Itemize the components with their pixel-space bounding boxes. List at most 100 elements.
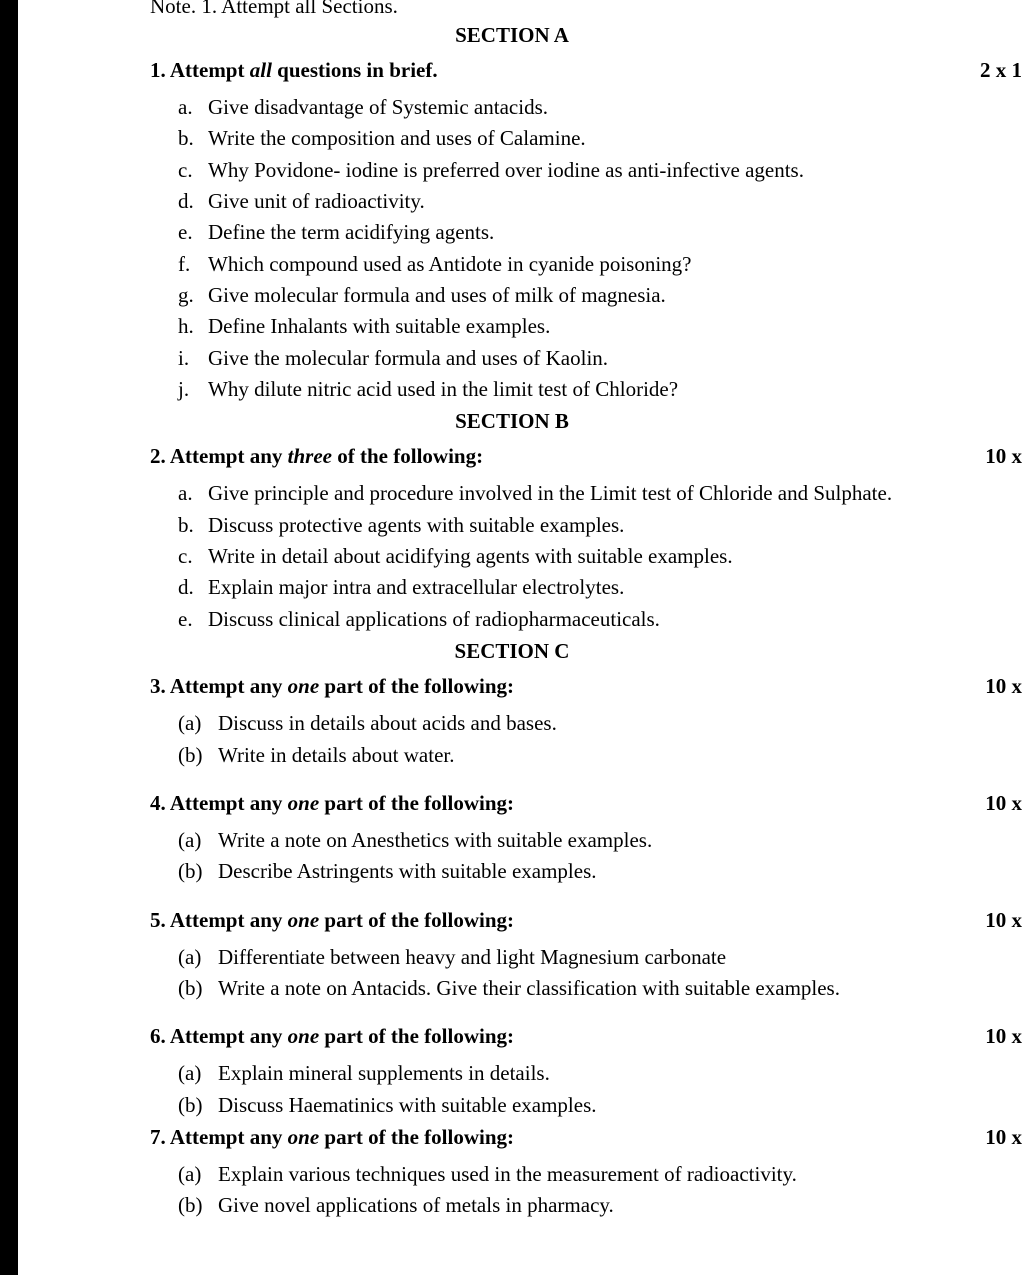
list-item: h.Define Inhalants with suitable example… — [178, 312, 1024, 340]
q7-number: 7. — [150, 1125, 166, 1149]
q4-number: 4. — [150, 791, 166, 815]
q5-em: one — [288, 908, 320, 932]
list-item: f.Which compound used as Antidote in cya… — [178, 250, 1024, 278]
q1-list: a.Give disadvantage of Systemic antacids… — [178, 93, 1024, 403]
list-item: g.Give molecular formula and uses of mil… — [178, 281, 1024, 309]
list-item-text: Write the composition and uses of Calami… — [208, 124, 586, 152]
list-item-text: Why dilute nitric acid used in the limit… — [208, 375, 678, 403]
list-item-label: d. — [178, 187, 208, 215]
q5-number: 5. — [150, 908, 166, 932]
list-item: (a)Write a note on Anesthetics with suit… — [178, 826, 1024, 854]
section-a-title: SECTION A — [150, 23, 1024, 48]
q1-em: all — [250, 58, 272, 82]
q1-suffix: questions in brief. — [272, 58, 438, 82]
list-item: c.Why Povidone- iodine is preferred over… — [178, 156, 1024, 184]
list-item: c.Write in detail about acidifying agent… — [178, 542, 1024, 570]
list-item-text: Give molecular formula and uses of milk … — [208, 281, 666, 309]
q1-number: 1. — [150, 58, 166, 82]
list-item: e.Discuss clinical applications of radio… — [178, 605, 1024, 633]
list-item-label: (a) — [178, 1059, 218, 1087]
list-item-label: (a) — [178, 709, 218, 737]
q5-marks: 10 x — [985, 908, 1024, 933]
list-item-text: Write a note on Antacids. Give their cla… — [218, 974, 840, 1002]
list-item-text: Define Inhalants with suitable examples. — [208, 312, 550, 340]
list-item-label: j. — [178, 375, 208, 403]
q7-em: one — [288, 1125, 320, 1149]
list-item: d.Explain major intra and extracellular … — [178, 573, 1024, 601]
list-item: b.Discuss protective agents with suitabl… — [178, 511, 1024, 539]
list-item: d.Give unit of radioactivity. — [178, 187, 1024, 215]
list-item-label: (a) — [178, 943, 218, 971]
q3-em: one — [288, 674, 320, 698]
list-item-text: Write in details about water. — [218, 741, 455, 769]
list-item-label: (b) — [178, 974, 218, 1002]
list-item-text: Explain various techniques used in the m… — [218, 1160, 797, 1188]
q3-heading: 3. Attempt any one part of the following… — [150, 674, 1024, 699]
left-margin-strip — [0, 0, 18, 1275]
section-b-title: SECTION B — [150, 409, 1024, 434]
list-item-label: e. — [178, 218, 208, 246]
q6-marks: 10 x — [985, 1024, 1024, 1049]
q3-marks: 10 x — [985, 674, 1024, 699]
list-item-text: Give the molecular formula and uses of K… — [208, 344, 608, 372]
list-item-label: a. — [178, 93, 208, 121]
list-item-text: Give disadvantage of Systemic antacids. — [208, 93, 548, 121]
q6-prefix: Attempt any — [170, 1024, 288, 1048]
q1-heading: 1. Attempt all questions in brief. 2 x 1 — [150, 58, 1024, 83]
q5-heading: 5. Attempt any one part of the following… — [150, 908, 1024, 933]
list-item-text: Give novel applications of metals in pha… — [218, 1191, 614, 1219]
list-item-label: b. — [178, 511, 208, 539]
list-item-text: Why Povidone- iodine is preferred over i… — [208, 156, 804, 184]
list-item: (a)Explain mineral supplements in detail… — [178, 1059, 1024, 1087]
q2-em: three — [288, 444, 332, 468]
q5-suffix: part of the following: — [319, 908, 514, 932]
q4-suffix: part of the following: — [319, 791, 514, 815]
q3-suffix: part of the following: — [319, 674, 514, 698]
list-item-text: Discuss in details about acids and bases… — [218, 709, 557, 737]
list-item: (b)Write in details about water. — [178, 741, 1024, 769]
list-item: a.Give principle and procedure involved … — [178, 479, 1024, 507]
q2-number: 2. — [150, 444, 166, 468]
list-item-text: Discuss clinical applications of radioph… — [208, 605, 660, 633]
list-item-label: (a) — [178, 1160, 218, 1188]
list-item-label: a. — [178, 479, 208, 507]
list-item-label: i. — [178, 344, 208, 372]
list-item: e.Define the term acidifying agents. — [178, 218, 1024, 246]
list-item-label: c. — [178, 542, 208, 570]
list-item-label: (b) — [178, 1191, 218, 1219]
list-item-text: Explain mineral supplements in details. — [218, 1059, 550, 1087]
q6-suffix: part of the following: — [319, 1024, 514, 1048]
q3-number: 3. — [150, 674, 166, 698]
q1-marks: 2 x 1 — [980, 58, 1024, 83]
q4-prefix: Attempt any — [170, 791, 288, 815]
q7-marks: 10 x — [985, 1125, 1024, 1150]
q4-em: one — [288, 791, 320, 815]
q3-prefix: Attempt any — [170, 674, 288, 698]
list-item: (b)Discuss Haematinics with suitable exa… — [178, 1091, 1024, 1119]
list-item-label: d. — [178, 573, 208, 601]
list-item: (b)Write a note on Antacids. Give their … — [178, 974, 1024, 1002]
q6-number: 6. — [150, 1024, 166, 1048]
q2-marks: 10 x — [985, 444, 1024, 469]
list-item-label: (a) — [178, 826, 218, 854]
q2-heading: 2. Attempt any three of the following: 1… — [150, 444, 1024, 469]
list-item: (b)Give novel applications of metals in … — [178, 1191, 1024, 1219]
list-item-text: Describe Astringents with suitable examp… — [218, 857, 597, 885]
list-item: i.Give the molecular formula and uses of… — [178, 344, 1024, 372]
list-item: b.Write the composition and uses of Cala… — [178, 124, 1024, 152]
exam-page: Note. 1. Attempt all Sections. SECTION A… — [0, 0, 1024, 1266]
q4-heading: 4. Attempt any one part of the following… — [150, 791, 1024, 816]
q2-suffix: of the following: — [332, 444, 483, 468]
list-item-text: Give unit of radioactivity. — [208, 187, 425, 215]
content-area: Note. 1. Attempt all Sections. SECTION A… — [150, 0, 1024, 1220]
section-c-title: SECTION C — [150, 639, 1024, 664]
q7-heading: 7. Attempt any one part of the following… — [150, 1125, 1024, 1150]
q7-suffix: part of the following: — [319, 1125, 514, 1149]
list-item-label: b. — [178, 124, 208, 152]
list-item-text: Which compound used as Antidote in cyani… — [208, 250, 692, 278]
list-item-text: Define the term acidifying agents. — [208, 218, 494, 246]
note-line: Note. 1. Attempt all Sections. — [150, 0, 1024, 19]
q4-marks: 10 x — [985, 791, 1024, 816]
q2-prefix: Attempt any — [170, 444, 288, 468]
q5-prefix: Attempt any — [170, 908, 288, 932]
